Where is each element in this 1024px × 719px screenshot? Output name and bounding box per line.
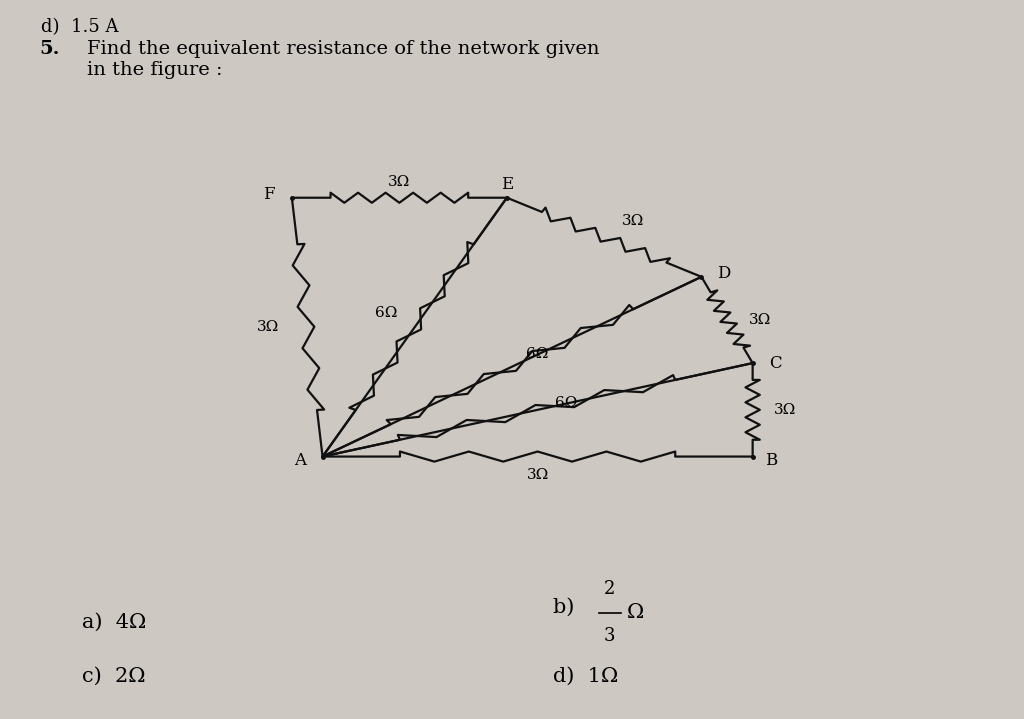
Text: 3Ω: 3Ω: [388, 175, 411, 189]
Text: F: F: [263, 186, 275, 203]
Text: d)  1Ω: d) 1Ω: [553, 667, 618, 685]
Text: 6Ω: 6Ω: [375, 306, 397, 320]
Text: 6Ω: 6Ω: [526, 347, 549, 361]
Text: 5.: 5.: [39, 40, 59, 58]
Text: c)  2Ω: c) 2Ω: [82, 667, 145, 685]
Text: 3Ω: 3Ω: [257, 320, 280, 334]
Text: a)  4Ω: a) 4Ω: [82, 613, 146, 631]
Text: E: E: [501, 176, 513, 193]
Text: A: A: [294, 452, 306, 469]
Text: Ω: Ω: [627, 603, 644, 622]
Text: d)  1.5 A: d) 1.5 A: [41, 18, 119, 36]
Text: 6Ω: 6Ω: [555, 395, 578, 410]
Text: 3Ω: 3Ω: [526, 467, 549, 482]
Text: b): b): [553, 598, 588, 617]
Text: 2: 2: [603, 580, 615, 598]
Text: Find the equivalent resistance of the network given: Find the equivalent resistance of the ne…: [87, 40, 599, 58]
Text: 3Ω: 3Ω: [749, 313, 771, 327]
Text: C: C: [769, 354, 781, 372]
Text: D: D: [717, 265, 731, 282]
Text: in the figure :: in the figure :: [87, 61, 222, 79]
Text: 3: 3: [603, 627, 615, 645]
Text: 3Ω: 3Ω: [774, 403, 797, 417]
Text: 3Ω: 3Ω: [622, 214, 644, 229]
Text: B: B: [765, 452, 777, 469]
